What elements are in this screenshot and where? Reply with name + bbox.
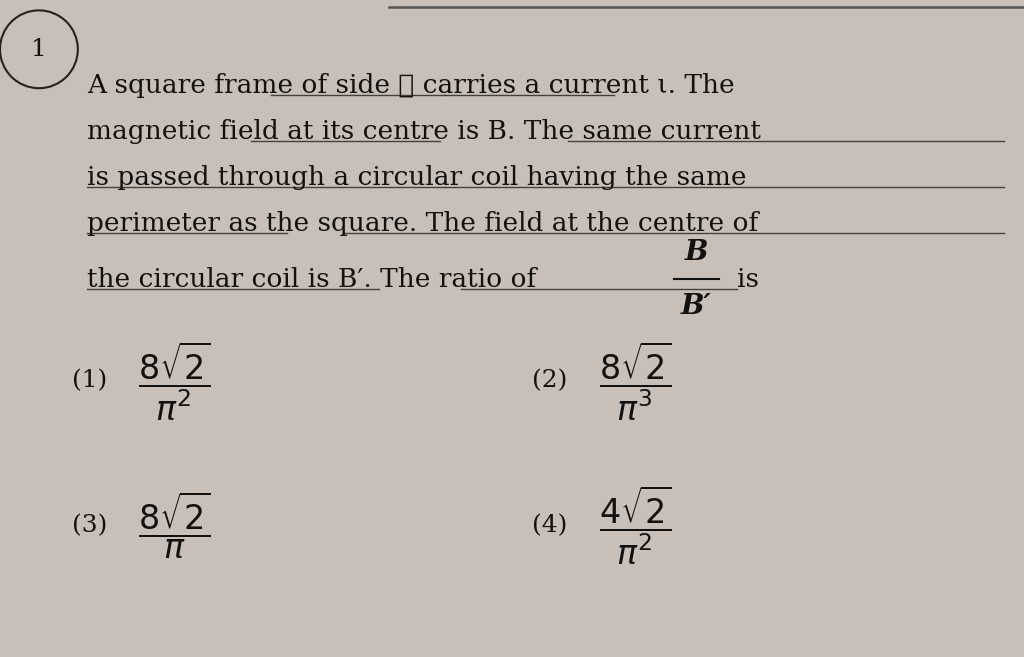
Text: perimeter as the square. The field at the centre of: perimeter as the square. The field at th… (87, 211, 759, 236)
Text: is: is (737, 267, 759, 292)
Text: (2): (2) (532, 369, 568, 393)
Text: $\dfrac{8\sqrt{2}}{\pi^2}$: $\dfrac{8\sqrt{2}}{\pi^2}$ (138, 340, 211, 422)
Text: $\dfrac{8\sqrt{2}}{\pi^3}$: $\dfrac{8\sqrt{2}}{\pi^3}$ (599, 340, 672, 422)
Text: $\dfrac{4\sqrt{2}}{\pi^2}$: $\dfrac{4\sqrt{2}}{\pi^2}$ (599, 484, 672, 567)
Text: B′: B′ (681, 293, 712, 321)
Text: magnetic field at its centre is B. The same current: magnetic field at its centre is B. The s… (87, 119, 761, 144)
Text: 1: 1 (31, 37, 47, 61)
Text: B: B (685, 239, 708, 267)
Text: (3): (3) (72, 514, 108, 537)
Text: $\dfrac{8\sqrt{2}}{\pi}$: $\dfrac{8\sqrt{2}}{\pi}$ (138, 490, 211, 561)
Text: A square frame of side ℓ carries a current ι. The: A square frame of side ℓ carries a curre… (87, 73, 734, 98)
Text: (1): (1) (72, 369, 106, 393)
Text: is passed through a circular coil having the same: is passed through a circular coil having… (87, 165, 746, 190)
Text: (4): (4) (532, 514, 568, 537)
Text: the circular coil is B′. The ratio of: the circular coil is B′. The ratio of (87, 267, 537, 292)
